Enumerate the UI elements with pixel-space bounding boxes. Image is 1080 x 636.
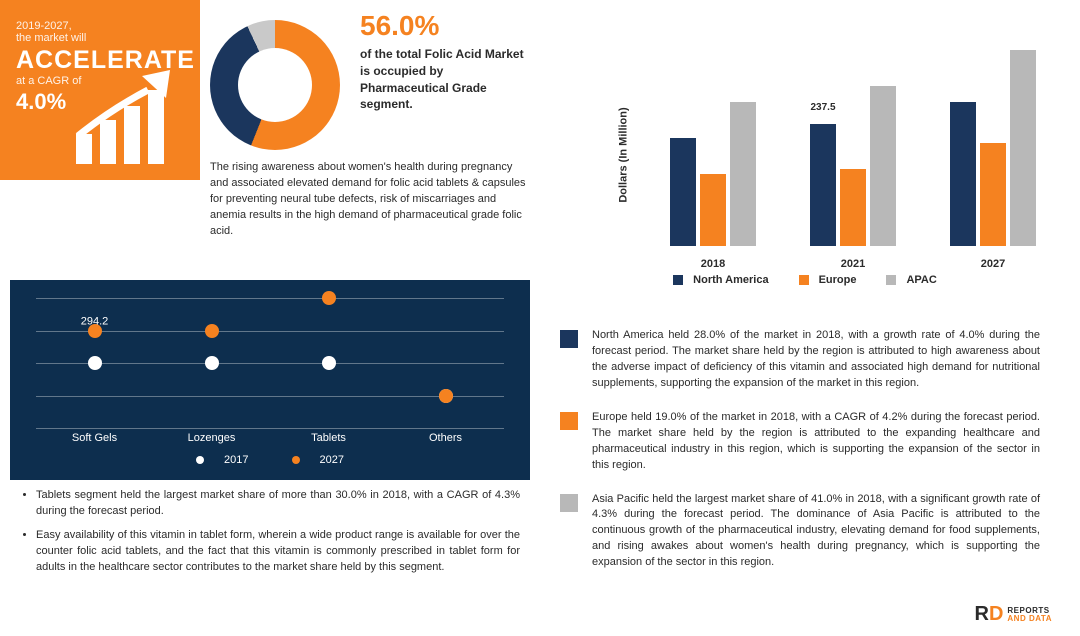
bar [840, 169, 866, 246]
bar-legend-item: APAC [876, 274, 936, 286]
dot-point [205, 356, 219, 370]
legend-2017: 2017 [224, 454, 248, 466]
bar-ylabel: Dollars (In Million) [618, 107, 630, 202]
insight-swatch [560, 330, 578, 348]
dot-point [322, 291, 336, 305]
dot-point [88, 356, 102, 370]
dot-value-label: 294.2 [81, 315, 109, 327]
bar-x-label: 2027 [950, 258, 1036, 270]
insight-swatch [560, 412, 578, 430]
dot-category-label: Soft Gels [72, 432, 117, 444]
bar [950, 102, 976, 246]
bar-x-label: 2021 [810, 258, 896, 270]
bar [730, 102, 756, 246]
insight-swatch [560, 494, 578, 512]
donut-paragraph: The rising awareness about women's healt… [210, 160, 530, 240]
logo-d: D [989, 603, 1003, 626]
bar [1010, 50, 1036, 246]
insight-item: Asia Pacific held the largest market sha… [560, 492, 1040, 572]
bar-x-label: 2018 [670, 258, 756, 270]
insight-text: North America held 28.0% of the market i… [592, 328, 1040, 392]
bar-chart-legend: North America Europe APAC [560, 274, 1040, 286]
bar-value-label: 237.5 [810, 102, 835, 113]
dot-category-label: Others [429, 432, 462, 444]
dot-chart-legend: 2017 2027 [36, 454, 504, 466]
insight-item: North America held 28.0% of the market i… [560, 328, 1040, 392]
insight-item: Europe held 19.0% of the market in 2018,… [560, 410, 1040, 474]
dot-category-label: Tablets [311, 432, 346, 444]
bullet-list: Tablets segment held the largest market … [20, 488, 520, 584]
dot-point [322, 356, 336, 370]
bar [870, 86, 896, 246]
bar [670, 138, 696, 246]
reports-and-data-logo: R D REPORTSAND DATA [975, 603, 1053, 626]
bullet-item: Easy availability of this vitamin in tab… [36, 528, 520, 576]
dot-point [439, 389, 453, 403]
accel-line2: the market will [16, 32, 184, 44]
donut-sub: of the total Folic Acid Market is occupi… [360, 46, 530, 113]
logo-r: R [975, 603, 989, 626]
bar-legend-item: North America [663, 274, 768, 286]
bar [810, 124, 836, 246]
donut-chart [210, 20, 340, 150]
bar-legend-item: Europe [789, 274, 857, 286]
bar-chart: Dollars (In Million) 2018 2021 2027 237.5 [610, 40, 1080, 270]
bar [700, 174, 726, 246]
legend-2027: 2027 [320, 454, 344, 466]
insight-text: Europe held 19.0% of the market in 2018,… [592, 410, 1040, 474]
dot-point [205, 324, 219, 338]
bar [980, 143, 1006, 246]
donut-headline: 56.0% [360, 10, 530, 42]
accel-dates: 2019-2027, [16, 20, 184, 32]
logo-line2: AND DATA [1007, 615, 1052, 623]
growth-arrow-icon [70, 70, 190, 170]
bullet-item: Tablets segment held the largest market … [36, 488, 520, 520]
accelerate-block: 2019-2027, the market will ACCELERATE at… [0, 0, 200, 180]
region-insights: North America held 28.0% of the market i… [560, 328, 1040, 571]
dot-category-label: Lozenges [188, 432, 236, 444]
insight-text: Asia Pacific held the largest market sha… [592, 492, 1040, 572]
dot-chart: 294.2 Soft Gels Lozenges Tablets Others 201… [10, 280, 530, 480]
